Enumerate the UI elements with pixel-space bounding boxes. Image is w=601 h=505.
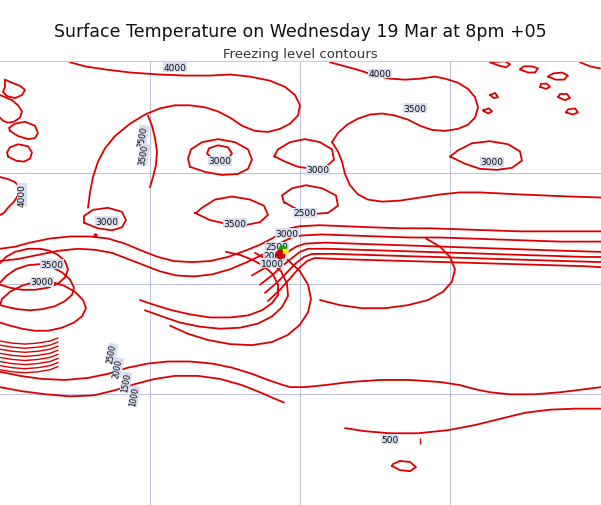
Text: 3000: 3000	[96, 217, 118, 226]
Text: 1500: 1500	[120, 372, 132, 392]
Text: 2500: 2500	[293, 209, 317, 218]
Text: Surface Temperature on Wednesday 19 Mar at 8pm +05: Surface Temperature on Wednesday 19 Mar …	[54, 23, 547, 41]
Text: 1000: 1000	[260, 259, 284, 268]
Text: 3000: 3000	[481, 158, 504, 167]
Text: 2000: 2000	[112, 358, 124, 378]
Text: 2500: 2500	[106, 343, 118, 364]
Text: 3500: 3500	[224, 219, 246, 228]
Text: Freezing level contours: Freezing level contours	[223, 48, 378, 61]
Text: 4000: 4000	[17, 184, 26, 207]
Text: 500: 500	[382, 435, 398, 444]
Text: 1000: 1000	[128, 386, 140, 407]
Text: 4000: 4000	[163, 64, 186, 73]
Text: 3500: 3500	[138, 144, 150, 166]
Text: 2500: 2500	[266, 243, 288, 251]
Text: 2000: 2000	[264, 252, 287, 261]
Text: 4000: 4000	[368, 70, 391, 79]
Text: 3500: 3500	[40, 260, 64, 269]
Text: 3500: 3500	[137, 126, 149, 148]
Text: 3000: 3000	[31, 278, 53, 286]
Text: 3000: 3000	[307, 166, 329, 175]
Text: 3500: 3500	[403, 105, 427, 114]
Text: 3000: 3000	[209, 157, 231, 166]
Text: 3000: 3000	[275, 229, 299, 238]
